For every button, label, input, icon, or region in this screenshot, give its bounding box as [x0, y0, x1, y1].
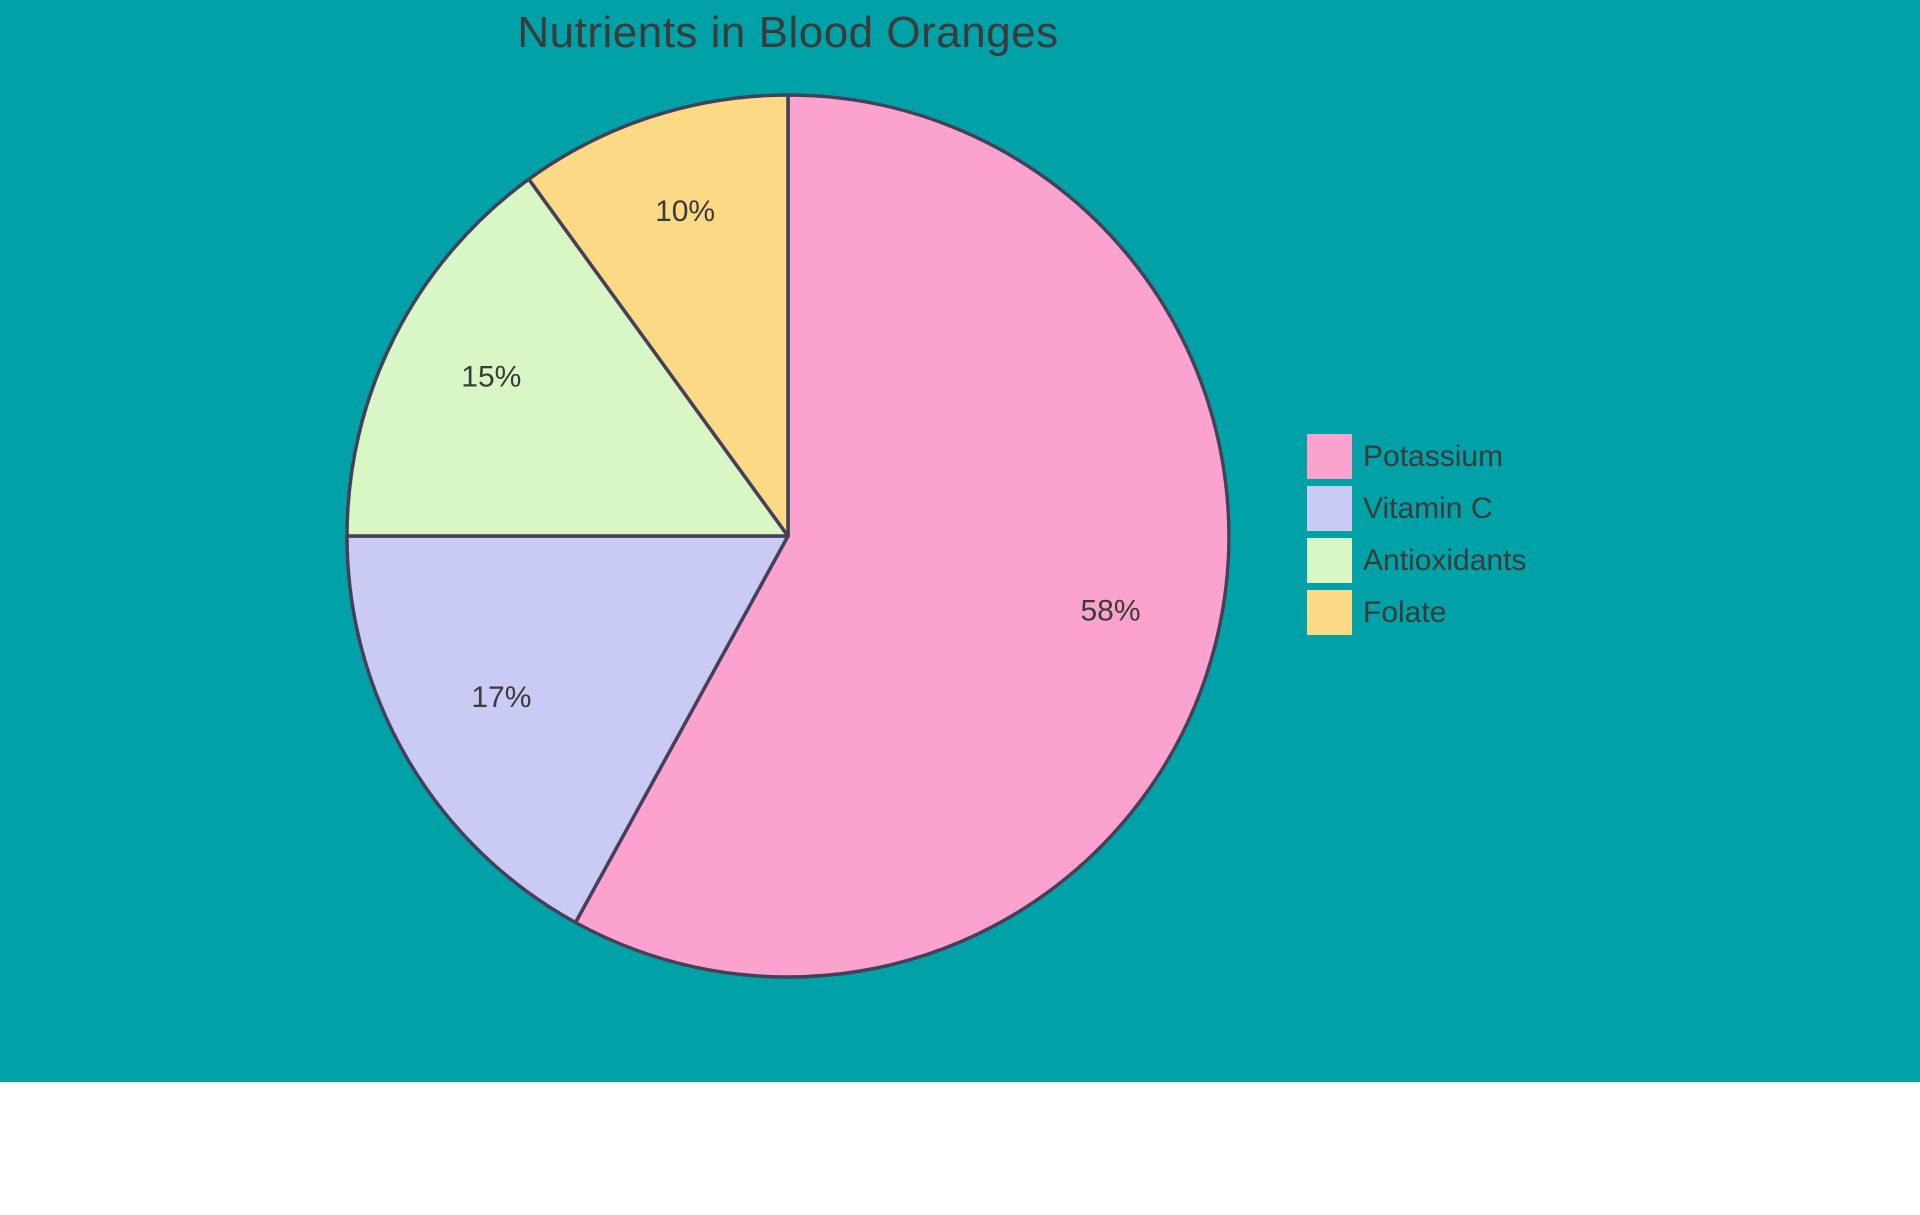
legend-label: Folate	[1363, 595, 1447, 629]
bottom-whitespace	[0, 1082, 1920, 1215]
chart-title: Nutrients in Blood Oranges	[517, 8, 1059, 57]
pie-slice-vitamin-c	[345, 534, 790, 925]
legend-item-antioxidants: Antioxidants	[1307, 538, 1526, 583]
slice-percent-label: 17%	[471, 681, 531, 714]
legend-label: Antioxidants	[1363, 543, 1527, 577]
legend-label: Vitamin C	[1363, 491, 1493, 525]
slice-percent-label: 58%	[1080, 594, 1140, 627]
legend-item-folate: Folate	[1307, 590, 1526, 635]
legend-swatch	[1307, 590, 1352, 635]
legend-item-potassium: Potassium	[1307, 434, 1526, 479]
pie-chart: 58% 17% 15% 10%	[345, 93, 1231, 979]
legend-label: Potassium	[1363, 439, 1504, 473]
legend: Potassium Vitamin C Antioxidants Folate	[1307, 434, 1526, 635]
pie-slice-antioxidants	[345, 177, 790, 538]
legend-swatch	[1307, 486, 1352, 531]
legend-swatch	[1307, 538, 1352, 583]
slice-percent-label: 15%	[461, 360, 521, 393]
chart-background: Nutrients in Blood Oranges 58% 17% 15% 10% …	[0, 0, 1920, 1082]
slice-percent-label: 10%	[655, 195, 715, 228]
legend-swatch	[1307, 434, 1352, 479]
pie-slice-potassium	[573, 93, 1231, 979]
legend-item-vitamin-c: Vitamin C	[1307, 486, 1526, 531]
pie-slice-folate	[527, 93, 790, 538]
